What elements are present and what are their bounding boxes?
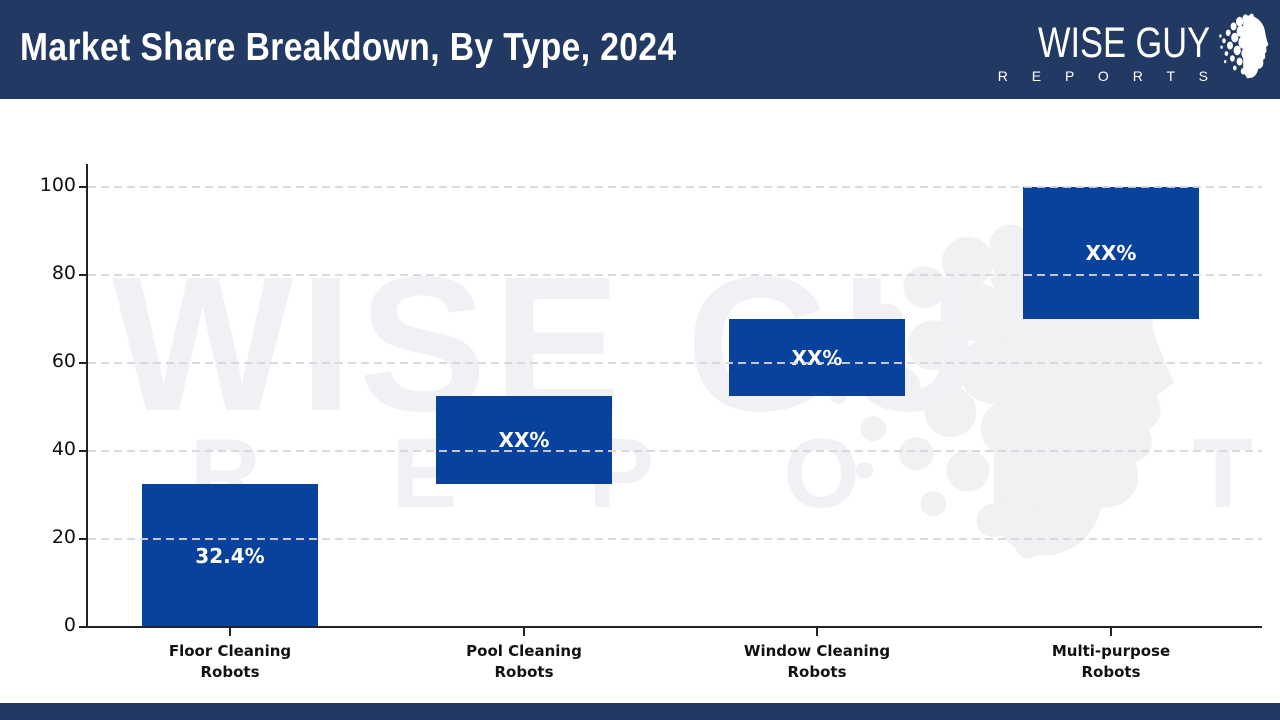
bar-value-label: XX% — [1085, 241, 1137, 265]
gridline — [88, 450, 1262, 452]
y-tick-mark — [79, 626, 88, 628]
x-category-label: Multi-purpose Robots — [1051, 642, 1171, 681]
x-category-label: Floor Cleaning Robots — [168, 642, 292, 681]
bar-value-label: XX% — [791, 345, 843, 370]
bar-segment: XX% — [436, 396, 612, 485]
y-tick-mark — [79, 538, 88, 540]
logo-text: WISE GUY R E P O R T S — [995, 19, 1210, 85]
x-tick-mark — [523, 628, 525, 636]
bar-value-label: 32.4% — [195, 543, 265, 568]
gridline — [88, 362, 1262, 364]
y-tick-label: 40 — [51, 438, 76, 460]
y-tick-mark — [79, 450, 88, 452]
x-tick-mark — [229, 628, 231, 636]
wise-guy-logo: WISE GUY R E P O R T S — [995, 6, 1272, 88]
y-tick-label: 100 — [39, 174, 76, 196]
x-tick-mark — [1110, 628, 1112, 636]
gridline — [88, 186, 1262, 188]
logo-head-icon — [1219, 13, 1269, 79]
bar-segment: XX% — [729, 319, 905, 397]
gridline — [88, 274, 1262, 276]
logo-subtitle: R E P O R T S — [997, 68, 1218, 84]
gridline — [88, 538, 1262, 540]
y-tick-label: 80 — [51, 262, 76, 284]
chart-area: WISE GUY R E P O R T S 02040608010032.4%… — [39, 164, 1280, 681]
y-tick-label: 60 — [51, 350, 76, 372]
bar-segment: 32.4% — [142, 484, 318, 627]
page-title: Market Share Breakdown, By Type, 2024 — [20, 25, 677, 69]
x-category-label: Window Cleaning Robots — [743, 642, 891, 681]
y-axis-line — [86, 164, 88, 628]
x-axis-line — [86, 626, 1262, 628]
y-tick-mark — [79, 274, 88, 276]
logo-wordmark: WISE GUY — [1037, 19, 1210, 67]
bar-segment: XX% — [1023, 187, 1199, 319]
header-bar: Market Share Breakdown, By Type, 2024 WI… — [0, 0, 1280, 99]
x-category-label: Pool Cleaning Robots — [466, 642, 582, 681]
y-tick-label: 20 — [51, 526, 76, 548]
x-tick-mark — [816, 628, 818, 636]
bar-value-label: XX% — [498, 428, 550, 453]
y-tick-mark — [79, 362, 88, 364]
y-tick-mark — [79, 186, 88, 188]
footer-bar — [0, 703, 1280, 720]
y-tick-label: 0 — [63, 614, 76, 636]
